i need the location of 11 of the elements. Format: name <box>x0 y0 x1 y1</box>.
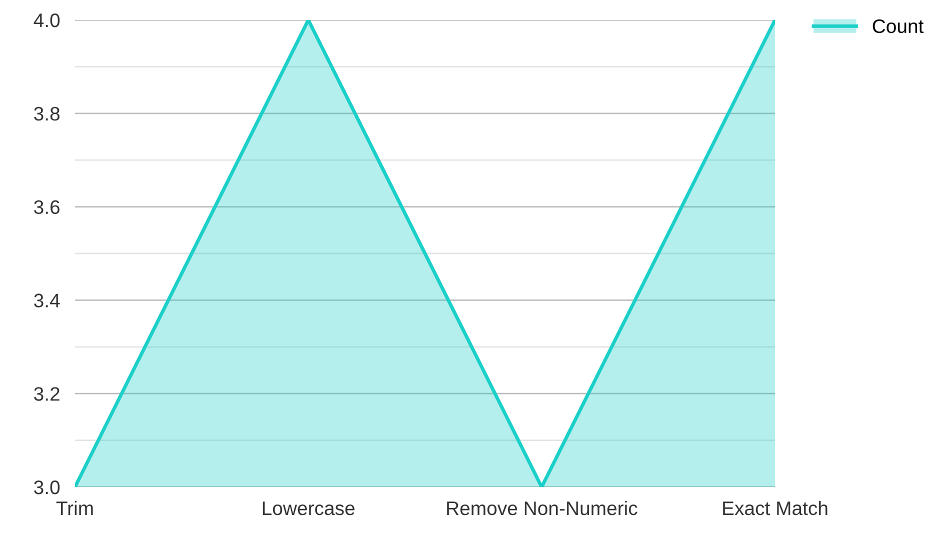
x-tick-label: Remove Non-Numeric <box>447 500 638 516</box>
y-tick-label: 4.0 <box>34 13 60 28</box>
y-tick-label: 3.8 <box>34 106 60 121</box>
y-tick-label: 3.2 <box>34 387 60 401</box>
x-tick-label: Trim <box>56 500 93 515</box>
y-tick-label: 3.4 <box>34 294 60 308</box>
y-tick-label: 3.6 <box>34 200 60 214</box>
x-tick-label: Exact Match <box>723 500 828 516</box>
legend-label: Count <box>872 19 924 34</box>
y-tick-label: 3.0 <box>34 480 60 494</box>
x-tick-label: Lowercase <box>262 502 354 516</box>
